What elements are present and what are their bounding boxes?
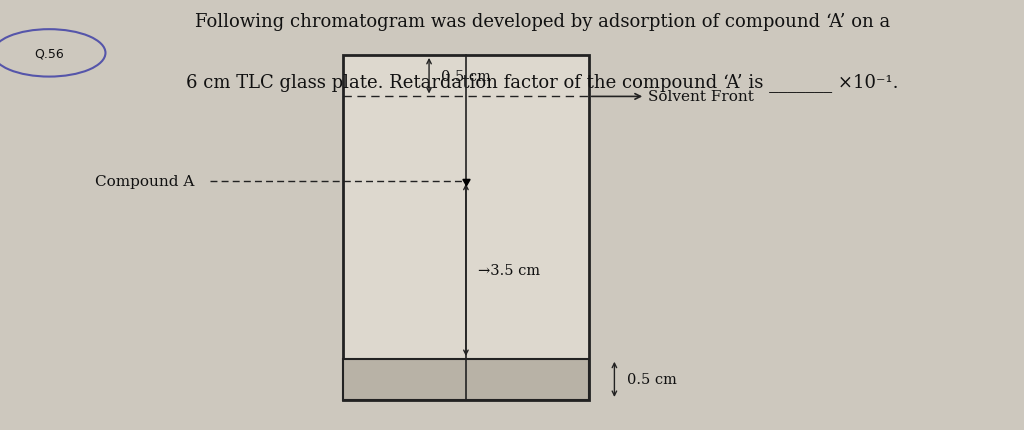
Text: 6 cm TLC glass plate. Retardation factor of the compound ‘A’ is _______ ×10⁻¹.: 6 cm TLC glass plate. Retardation factor… [186,73,899,92]
Text: Solvent Front: Solvent Front [648,90,754,104]
Text: 0.5 cm: 0.5 cm [441,70,492,83]
Text: →3.5 cm: →3.5 cm [478,263,541,277]
Bar [343,56,589,400]
Text: Following chromatogram was developed by adsorption of compound ‘A’ on a: Following chromatogram was developed by … [196,13,890,31]
Text: 0.5 cm: 0.5 cm [627,372,677,387]
Bar [343,359,589,400]
Text: Q.56: Q.56 [34,47,65,60]
Text: Compound A: Compound A [95,175,195,188]
